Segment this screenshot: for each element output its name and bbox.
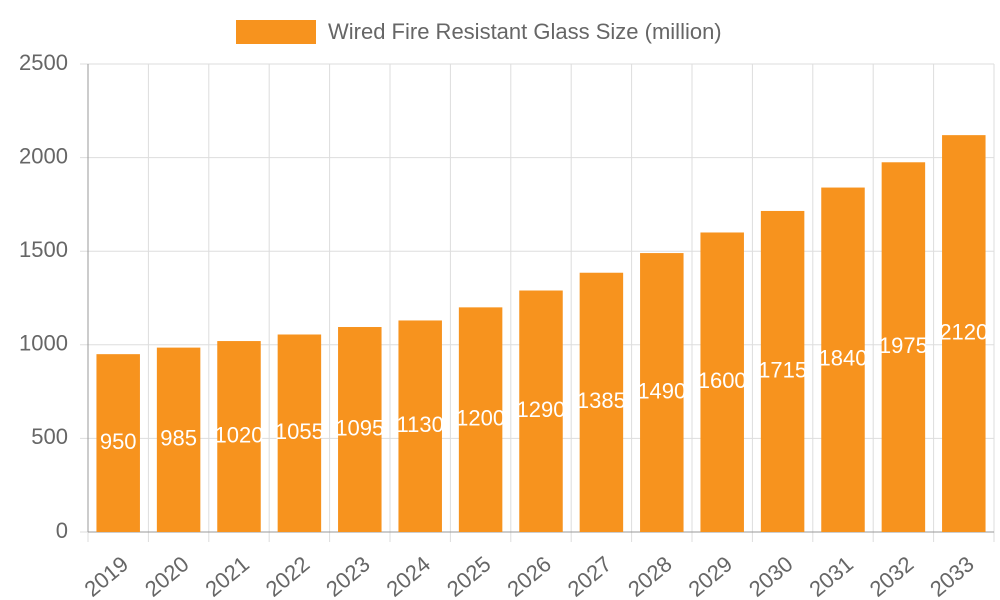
data-label: 1130 xyxy=(397,412,444,437)
data-label: 2120 xyxy=(939,319,988,344)
bar xyxy=(579,272,624,532)
bar xyxy=(398,320,442,532)
x-tick-label: 2029 xyxy=(684,551,738,600)
x-tick-label: 2020 xyxy=(140,551,194,600)
x-tick-label: 2023 xyxy=(321,551,375,600)
bar xyxy=(217,341,261,532)
bar xyxy=(760,210,805,532)
x-tick-label: 2021 xyxy=(200,551,254,600)
data-label: 1385 xyxy=(577,388,626,413)
data-label: 1200 xyxy=(456,405,505,430)
data-label: 1290 xyxy=(517,397,566,422)
bar xyxy=(458,307,503,532)
x-tick-label: 2030 xyxy=(744,551,798,600)
bar xyxy=(821,187,865,532)
data-label: 1095 xyxy=(335,415,384,440)
y-tick-label: 500 xyxy=(31,424,68,449)
bar xyxy=(881,162,926,532)
bar xyxy=(700,232,744,533)
bar xyxy=(640,253,684,532)
x-tick-label: 2033 xyxy=(925,551,979,600)
y-tick-label: 1000 xyxy=(19,331,68,356)
x-tick-label: 2024 xyxy=(382,551,436,600)
x-tick-label: 2026 xyxy=(502,551,556,600)
y-tick-label: 2500 xyxy=(19,50,68,75)
x-tick-label: 2031 xyxy=(804,551,858,600)
legend-swatch[interactable] xyxy=(236,20,316,44)
y-tick-label: 2000 xyxy=(19,143,68,168)
y-tick-label: 0 xyxy=(56,518,68,543)
data-label: 1840 xyxy=(819,346,868,371)
data-label: 1020 xyxy=(215,422,264,447)
data-label: 1600 xyxy=(698,368,747,393)
legend-label[interactable]: Wired Fire Resistant Glass Size (million… xyxy=(328,19,722,44)
x-tick-label: 2032 xyxy=(865,551,919,600)
x-tick-label: 2025 xyxy=(442,551,496,600)
bar xyxy=(338,327,382,532)
x-tick-label: 2022 xyxy=(261,551,315,600)
bar xyxy=(277,334,322,532)
x-tick-label: 2027 xyxy=(563,551,617,600)
bar xyxy=(519,290,563,532)
data-label: 1055 xyxy=(275,419,324,444)
data-label: 1490 xyxy=(637,378,686,403)
bar xyxy=(156,347,201,532)
data-label: 950 xyxy=(100,429,137,454)
x-tick-label: 2019 xyxy=(80,551,134,600)
data-label: 1715 xyxy=(758,357,807,382)
data-label: 1975 xyxy=(879,333,928,358)
data-label: 985 xyxy=(160,426,197,451)
bar xyxy=(96,354,140,532)
x-tick-label: 2028 xyxy=(623,551,677,600)
y-tick-label: 1500 xyxy=(19,237,68,262)
bar xyxy=(942,135,986,533)
